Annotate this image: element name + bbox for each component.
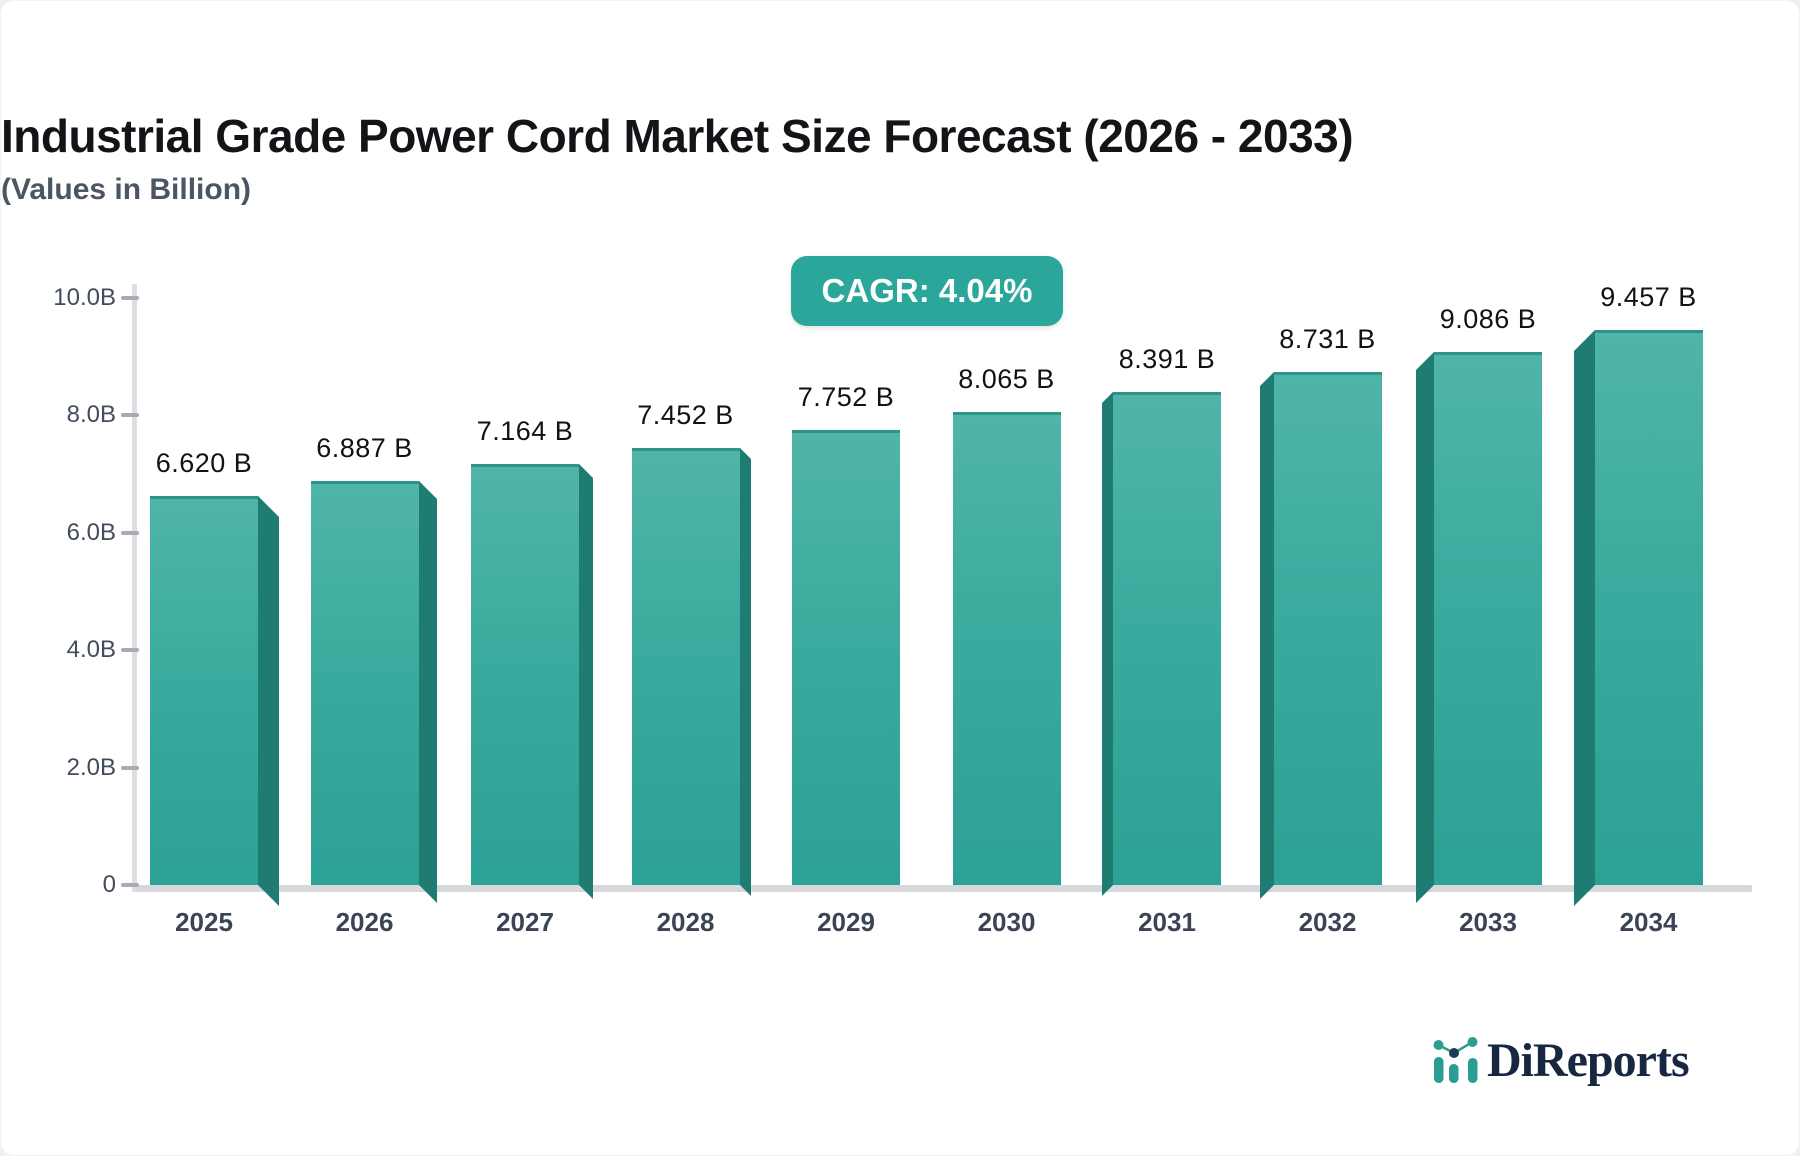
x-axis-label: 2033 <box>1459 907 1517 937</box>
bar-3d-side <box>418 480 437 903</box>
y-tick-label: 8.0B <box>66 401 116 429</box>
x-axis-label: 2027 <box>496 907 554 937</box>
x-axis-label: 2026 <box>335 907 394 937</box>
y-tick-mark <box>121 296 139 300</box>
cagr-badge-label: CAGR: 4.04% <box>821 272 1033 309</box>
bar-3d-side <box>1416 351 1434 903</box>
bar-value-label: 6.620 B <box>155 448 253 479</box>
direports-logo: DiReports <box>1433 1033 1690 1088</box>
page-subtitle: (Values in Billion) <box>1 173 252 206</box>
bar-3d-side <box>1259 372 1274 899</box>
logo-text: DiReports <box>1487 1034 1690 1087</box>
bar-2034 <box>1594 329 1703 885</box>
bar-3d-side <box>1573 329 1595 906</box>
bar-value-label: 7.452 B <box>637 399 734 430</box>
bar-3d-side <box>258 496 279 906</box>
x-axis-label: 2025 <box>175 907 233 937</box>
bar-value-label: 8.391 B <box>1118 344 1216 375</box>
x-axis-label: 2029 <box>817 907 875 937</box>
y-tick-label: 0 <box>102 871 116 898</box>
bar-value-label: 8.065 B <box>958 363 1055 394</box>
bar-value-label: 7.164 B <box>476 416 574 447</box>
bar-value-label: 9.086 B <box>1439 303 1537 334</box>
bar-2025 <box>150 496 258 885</box>
x-axis-label: 2030 <box>977 907 1036 937</box>
bar-3d-side <box>739 447 751 896</box>
y-tick-mark <box>121 648 139 653</box>
bar-3d-side <box>1102 392 1113 896</box>
y-tick-mark <box>121 530 139 535</box>
x-axis-label: 2032 <box>1298 907 1357 937</box>
y-tick-mark <box>121 413 139 418</box>
bar-2027 <box>471 464 579 885</box>
bar-2026 <box>310 480 419 885</box>
bar-2032 <box>1273 372 1382 885</box>
page-title: Industrial Grade Power Cord Market Size … <box>1 110 1354 162</box>
y-tick-mark <box>121 765 139 770</box>
bar-chart-logo-icon <box>1433 1036 1478 1083</box>
bar-value-label: 7.752 B <box>797 381 895 412</box>
bar-2030 <box>952 411 1061 885</box>
bar-value-label: 8.731 B <box>1279 324 1376 355</box>
bar-2031 <box>1113 392 1221 885</box>
bar-2033 <box>1434 351 1542 885</box>
bar-2028 <box>631 447 740 885</box>
bar-2029 <box>792 429 900 885</box>
x-axis-baseline <box>132 885 1752 892</box>
y-tick-mark <box>121 883 139 887</box>
y-tick-label: 2.0B <box>66 753 116 781</box>
x-axis-label: 2034 <box>1619 907 1678 937</box>
y-tick-label: 4.0B <box>66 636 116 664</box>
bar-value-label: 6.887 B <box>316 432 413 463</box>
y-tick-label: 10.0B <box>53 284 116 311</box>
y-axis-line <box>132 284 137 892</box>
cagr-badge: CAGR: 4.04% <box>791 256 1063 326</box>
x-axis-label: 2028 <box>656 907 715 937</box>
bar-value-label: 9.457 B <box>1600 281 1697 312</box>
bar-3d-side <box>579 464 593 899</box>
y-tick-label: 6.0B <box>66 518 116 546</box>
x-axis-label: 2031 <box>1138 907 1196 937</box>
